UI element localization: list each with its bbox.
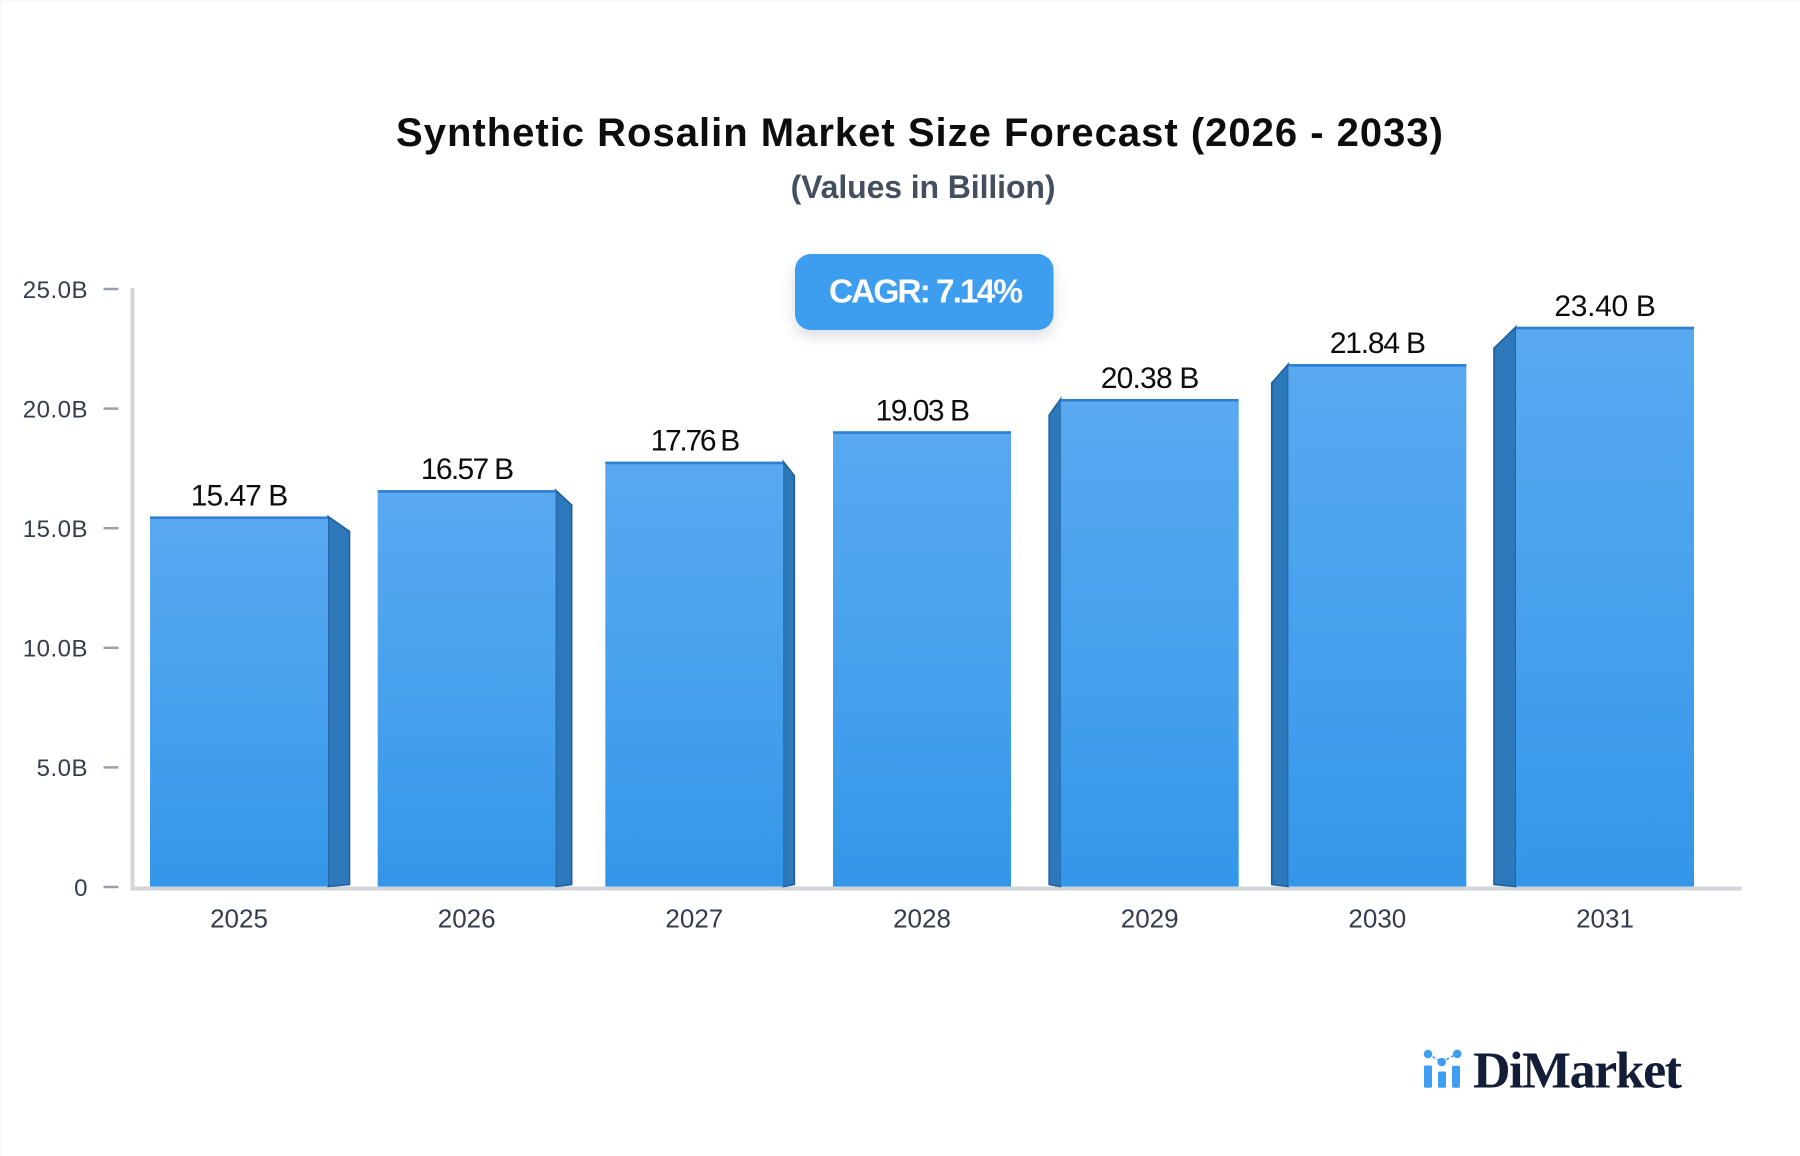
svg-text:0: 0 <box>74 875 88 902</box>
svg-text:10.0B: 10.0B <box>23 636 88 663</box>
svg-text:2028: 2028 <box>893 904 951 934</box>
svg-text:2030: 2030 <box>1348 904 1406 934</box>
svg-text:2027: 2027 <box>665 904 723 934</box>
svg-text:21.84 B: 21.84 B <box>1330 327 1425 360</box>
svg-text:Synthetic Rosalin Market Size: Synthetic Rosalin Market Size Forecast (… <box>396 111 1444 155</box>
svg-text:DiMarket: DiMarket <box>1473 1043 1683 1100</box>
svg-text:20.38 B: 20.38 B <box>1101 362 1199 395</box>
svg-text:19.03 B: 19.03 B <box>876 394 969 427</box>
svg-text:2026: 2026 <box>438 904 496 934</box>
svg-text:2025: 2025 <box>210 904 268 934</box>
svg-text:2031: 2031 <box>1576 904 1634 934</box>
svg-text:15.47 B: 15.47 B <box>191 479 287 512</box>
svg-text:23.40 B: 23.40 B <box>1554 290 1655 323</box>
svg-text:15.0B: 15.0B <box>23 516 88 543</box>
svg-text:25.0B: 25.0B <box>23 277 88 304</box>
svg-text:(Values in Billion): (Values in Billion) <box>791 169 1056 205</box>
svg-text:2029: 2029 <box>1121 904 1179 934</box>
svg-text:16.57 B: 16.57 B <box>421 453 513 486</box>
svg-text:20.0B: 20.0B <box>23 396 88 423</box>
svg-text:CAGR: 7.14%: CAGR: 7.14% <box>829 274 1022 311</box>
svg-text:17.76 B: 17.76 B <box>651 425 740 458</box>
svg-text:5.0B: 5.0B <box>37 755 88 782</box>
